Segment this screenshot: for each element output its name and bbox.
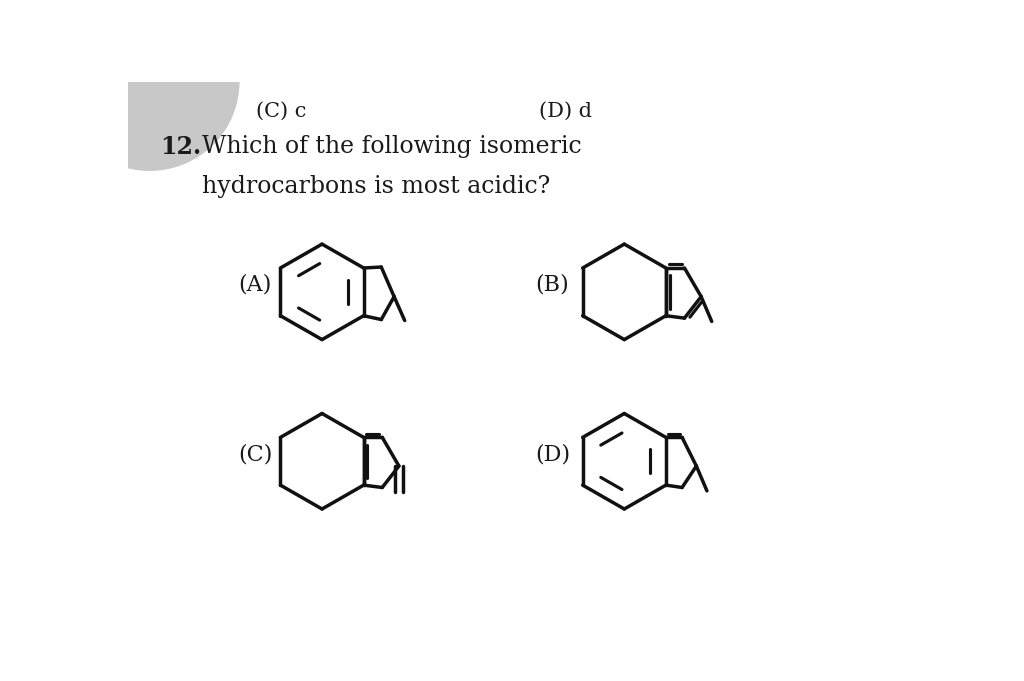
Text: Which of the following isomeric: Which of the following isomeric bbox=[202, 135, 582, 158]
Text: (D) d: (D) d bbox=[539, 101, 592, 121]
Text: hydrocarbons is most acidic?: hydrocarbons is most acidic? bbox=[202, 175, 550, 198]
Circle shape bbox=[60, 0, 239, 170]
Text: 12.: 12. bbox=[161, 135, 202, 159]
Text: (C) c: (C) c bbox=[256, 101, 306, 121]
Text: (A): (A) bbox=[238, 274, 271, 296]
Text: (C): (C) bbox=[238, 443, 272, 465]
Text: (D): (D) bbox=[535, 443, 570, 465]
Text: (B): (B) bbox=[535, 274, 568, 296]
